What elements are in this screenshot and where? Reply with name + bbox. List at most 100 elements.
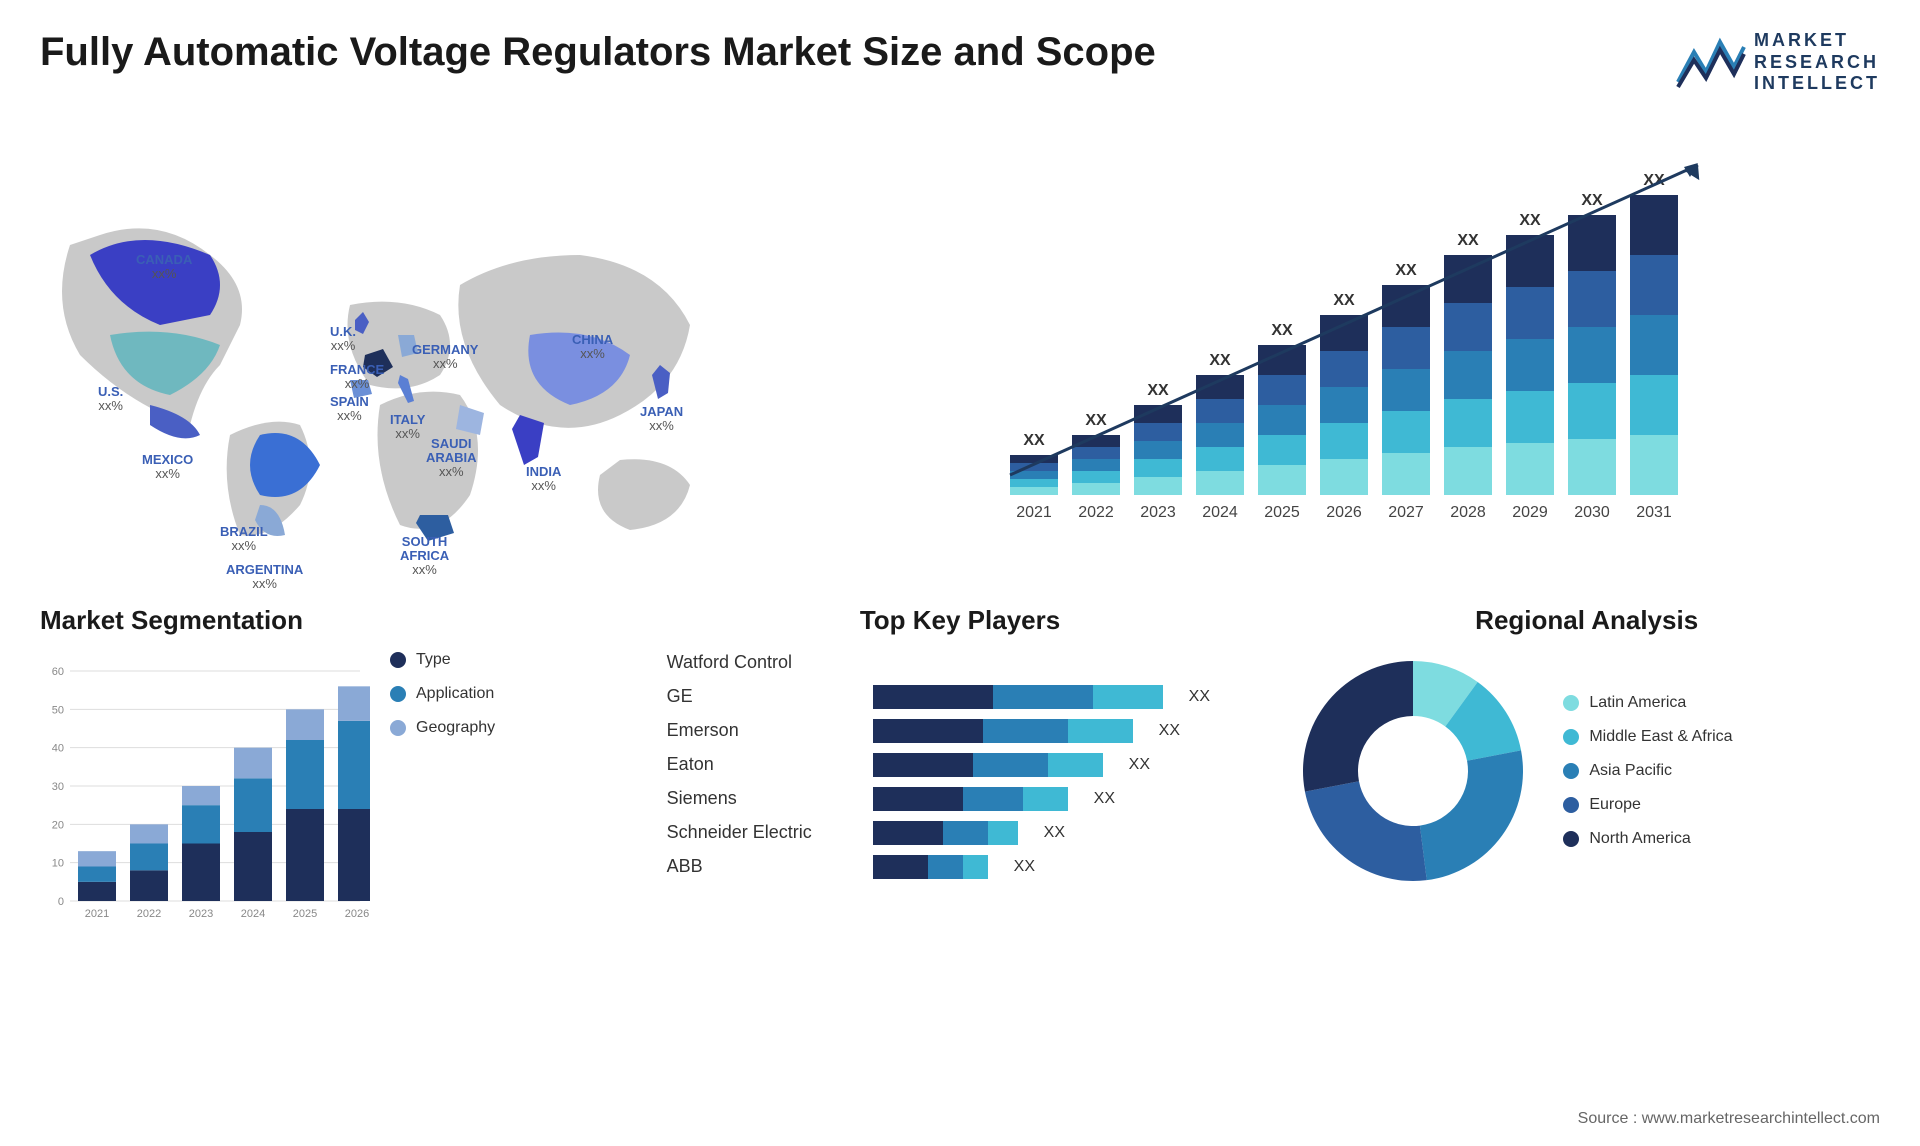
svg-text:2021: 2021 xyxy=(1016,504,1052,521)
source-text: Source : www.marketresearchintellect.com xyxy=(1578,1110,1880,1128)
svg-text:XX: XX xyxy=(1085,412,1107,429)
svg-text:XX: XX xyxy=(1271,322,1293,339)
legend-item: Geography xyxy=(390,719,495,737)
svg-text:2028: 2028 xyxy=(1450,504,1486,521)
svg-text:2023: 2023 xyxy=(189,908,213,920)
logo-line2: RESEARCH xyxy=(1754,52,1880,74)
svg-text:2030: 2030 xyxy=(1574,504,1610,521)
svg-text:2023: 2023 xyxy=(1140,504,1176,521)
player-name: Schneider Electric xyxy=(667,822,857,843)
player-name: Watford Control xyxy=(667,652,857,673)
player-bar xyxy=(873,821,1018,845)
bottom-row: Market Segmentation 01020304050602021202… xyxy=(40,605,1880,931)
legend-item: Europe xyxy=(1563,796,1732,814)
map-label: INDIAxx% xyxy=(526,465,561,494)
svg-text:2025: 2025 xyxy=(1264,504,1300,521)
player-row: Emerson XX xyxy=(667,719,1254,743)
player-row: Watford Control xyxy=(667,651,1254,675)
player-name: Emerson xyxy=(667,720,857,741)
player-bar xyxy=(873,685,1163,709)
logo-text: MARKET RESEARCH INTELLECT xyxy=(1754,30,1880,95)
map-label: U.K.xx% xyxy=(330,325,356,354)
svg-text:XX: XX xyxy=(1209,352,1231,369)
segmentation-legend: TypeApplicationGeography xyxy=(390,651,495,931)
legend-item: Latin America xyxy=(1563,694,1732,712)
player-value: XX xyxy=(1189,688,1210,706)
world-map-panel: CANADAxx%U.S.xx%MEXICOxx%BRAZILxx%ARGENT… xyxy=(40,125,940,565)
svg-text:XX: XX xyxy=(1147,382,1169,399)
svg-text:20: 20 xyxy=(52,819,64,831)
segmentation-panel: Market Segmentation 01020304050602021202… xyxy=(40,605,627,931)
svg-text:2024: 2024 xyxy=(241,908,265,920)
segmentation-chart: 0102030405060202120222023202420252026 xyxy=(40,651,370,931)
regional-title: Regional Analysis xyxy=(1293,605,1880,636)
map-label: CHINAxx% xyxy=(572,333,613,362)
svg-text:2026: 2026 xyxy=(345,908,369,920)
legend-item: North America xyxy=(1563,830,1732,848)
player-bar xyxy=(873,753,1103,777)
page-title: Fully Automatic Voltage Regulators Marke… xyxy=(40,30,1156,75)
svg-text:2024: 2024 xyxy=(1202,504,1238,521)
svg-text:10: 10 xyxy=(52,857,64,869)
header: Fully Automatic Voltage Regulators Marke… xyxy=(40,30,1880,95)
map-label: GERMANYxx% xyxy=(412,343,478,372)
key-players-panel: Top Key Players Watford Control GEXX Emers… xyxy=(667,605,1254,931)
legend-item: Asia Pacific xyxy=(1563,762,1732,780)
logo-icon xyxy=(1676,32,1746,92)
donut-wrap: Latin America Middle East & Africa Asia Pa… xyxy=(1293,651,1880,891)
growth-chart: XX 2021 XX 2022 XX 2023 XX 2024 XX 2025 XX 2026 XX 20… xyxy=(980,125,1740,545)
svg-text:XX: XX xyxy=(1581,192,1603,209)
svg-text:XX: XX xyxy=(1333,292,1355,309)
key-players-title: Top Key Players xyxy=(667,605,1254,636)
segmentation-title: Market Segmentation xyxy=(40,605,627,636)
brand-logo: MARKET RESEARCH INTELLECT xyxy=(1676,30,1880,95)
top-row: CANADAxx%U.S.xx%MEXICOxx%BRAZILxx%ARGENT… xyxy=(40,125,1880,565)
player-value: XX xyxy=(1044,824,1065,842)
map-label: U.S.xx% xyxy=(98,385,123,414)
legend-item: Middle East & Africa xyxy=(1563,728,1732,746)
donut-chart xyxy=(1293,651,1533,891)
svg-text:2021: 2021 xyxy=(85,908,109,920)
svg-text:2022: 2022 xyxy=(1078,504,1114,521)
player-value: XX xyxy=(1014,858,1035,876)
legend-item: Type xyxy=(390,651,495,669)
svg-text:60: 60 xyxy=(52,666,64,678)
player-row: Eaton XX xyxy=(667,753,1254,777)
player-name: Siemens xyxy=(667,788,857,809)
player-value: XX xyxy=(1129,756,1150,774)
svg-text:XX: XX xyxy=(1457,232,1479,249)
map-label: SAUDIARABIAxx% xyxy=(426,437,477,480)
player-value: XX xyxy=(1094,790,1115,808)
world-map xyxy=(40,125,740,545)
svg-text:XX: XX xyxy=(1519,212,1541,229)
regional-panel: Regional Analysis Latin America Middle Ea… xyxy=(1293,605,1880,931)
map-label: ITALYxx% xyxy=(390,413,425,442)
player-row: ABBXX xyxy=(667,855,1254,879)
map-label: JAPANxx% xyxy=(640,405,683,434)
svg-text:2022: 2022 xyxy=(137,908,161,920)
segmentation-chart-wrap: 0102030405060202120222023202420252026 Ty… xyxy=(40,651,627,931)
svg-text:2026: 2026 xyxy=(1326,504,1362,521)
map-label: CANADAxx% xyxy=(136,253,192,282)
svg-text:2025: 2025 xyxy=(293,908,317,920)
logo-line3: INTELLECT xyxy=(1754,73,1880,95)
key-players-list: Watford ControlGEXXEmersonXXEatonXXSieme… xyxy=(667,651,1254,879)
svg-text:XX: XX xyxy=(1023,432,1045,449)
svg-text:40: 40 xyxy=(52,742,64,754)
player-bar xyxy=(873,719,1133,743)
svg-text:2029: 2029 xyxy=(1512,504,1548,521)
map-label: BRAZILxx% xyxy=(220,525,268,554)
player-row: GEXX xyxy=(667,685,1254,709)
player-bar xyxy=(873,787,1068,811)
growth-chart-panel: XX 2021 XX 2022 XX 2023 XX 2024 XX 2025 XX 2026 XX 20… xyxy=(980,125,1880,565)
player-name: Eaton xyxy=(667,754,857,775)
player-bar xyxy=(873,855,988,879)
donut-legend: Latin America Middle East & Africa Asia Pa… xyxy=(1563,694,1732,848)
map-label: SOUTHAFRICAxx% xyxy=(400,535,449,578)
logo-line1: MARKET xyxy=(1754,30,1880,52)
svg-text:2031: 2031 xyxy=(1636,504,1672,521)
map-label: SPAINxx% xyxy=(330,395,369,424)
player-row: Siemens XX xyxy=(667,787,1254,811)
player-value: XX xyxy=(1159,722,1180,740)
svg-text:2027: 2027 xyxy=(1388,504,1424,521)
